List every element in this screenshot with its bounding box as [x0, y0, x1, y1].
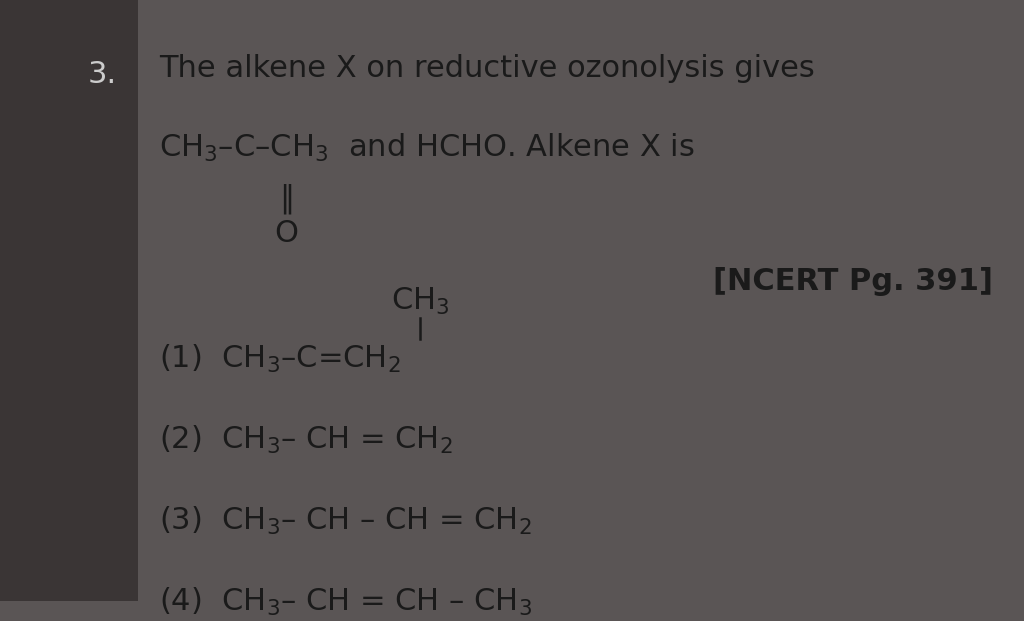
Text: ‖: ‖ — [280, 183, 294, 214]
Text: The alkene X on reductive ozonolysis gives: The alkene X on reductive ozonolysis giv… — [159, 54, 814, 83]
Text: (2)  CH$_3$– CH = CH$_2$: (2) CH$_3$– CH = CH$_2$ — [159, 424, 453, 456]
Text: 3.: 3. — [88, 60, 117, 89]
Text: CH$_3$: CH$_3$ — [390, 286, 450, 317]
Text: (4)  CH$_3$– CH = CH – CH$_3$: (4) CH$_3$– CH = CH – CH$_3$ — [159, 586, 531, 618]
Text: O: O — [274, 219, 299, 248]
Text: [NCERT Pg. 391]: [NCERT Pg. 391] — [714, 268, 993, 296]
Text: (3)  CH$_3$– CH – CH = CH$_2$: (3) CH$_3$– CH – CH = CH$_2$ — [159, 505, 531, 537]
Text: (1)  CH$_3$–C=CH$_2$: (1) CH$_3$–C=CH$_2$ — [159, 343, 400, 374]
Text: CH$_3$–C–CH$_3$  and HCHO. Alkene X is: CH$_3$–C–CH$_3$ and HCHO. Alkene X is — [159, 132, 694, 165]
FancyBboxPatch shape — [0, 0, 138, 601]
